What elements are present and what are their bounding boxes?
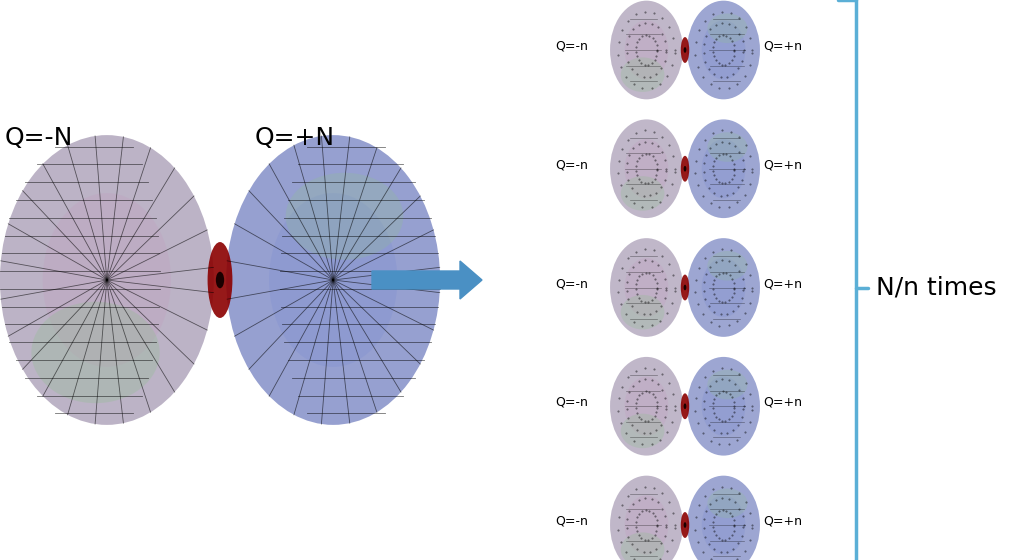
Text: Q=-n: Q=-n: [555, 515, 587, 528]
Ellipse shape: [701, 258, 745, 317]
Ellipse shape: [684, 47, 687, 53]
Ellipse shape: [215, 272, 224, 288]
Ellipse shape: [31, 302, 160, 403]
Ellipse shape: [681, 37, 689, 63]
Text: Q=+N: Q=+N: [255, 126, 335, 150]
Ellipse shape: [708, 488, 747, 518]
Ellipse shape: [701, 20, 745, 80]
Ellipse shape: [708, 370, 747, 399]
Ellipse shape: [681, 393, 689, 419]
Text: Q=+n: Q=+n: [762, 515, 802, 528]
Ellipse shape: [684, 166, 687, 171]
Ellipse shape: [0, 135, 213, 425]
FancyArrow shape: [372, 261, 482, 299]
Text: N/n times: N/n times: [876, 276, 997, 300]
Ellipse shape: [708, 132, 747, 162]
Ellipse shape: [625, 496, 668, 554]
Ellipse shape: [625, 139, 668, 198]
Ellipse shape: [625, 377, 668, 436]
Ellipse shape: [687, 475, 760, 560]
Ellipse shape: [610, 475, 683, 560]
Ellipse shape: [625, 258, 668, 317]
Text: Q=-n: Q=-n: [555, 158, 587, 171]
Ellipse shape: [621, 295, 664, 329]
Ellipse shape: [687, 238, 760, 337]
Ellipse shape: [701, 496, 745, 554]
Ellipse shape: [687, 1, 760, 99]
Ellipse shape: [684, 284, 687, 290]
Text: Q=-n: Q=-n: [555, 396, 587, 409]
Ellipse shape: [701, 139, 745, 198]
Text: Q=+n: Q=+n: [762, 396, 802, 409]
Ellipse shape: [610, 1, 683, 99]
Text: Q=-N: Q=-N: [5, 126, 74, 150]
Text: Q=-n: Q=-n: [555, 277, 587, 290]
Ellipse shape: [681, 512, 689, 538]
Ellipse shape: [621, 414, 664, 448]
Text: Q=+n: Q=+n: [762, 158, 802, 171]
Ellipse shape: [625, 20, 668, 80]
Ellipse shape: [610, 357, 683, 456]
Ellipse shape: [708, 251, 747, 281]
Ellipse shape: [684, 403, 687, 409]
Ellipse shape: [687, 357, 760, 456]
Ellipse shape: [226, 135, 440, 425]
Ellipse shape: [708, 13, 747, 43]
Text: Q=+n: Q=+n: [762, 277, 802, 290]
Ellipse shape: [207, 242, 232, 318]
Ellipse shape: [687, 119, 760, 218]
Ellipse shape: [286, 173, 403, 260]
Ellipse shape: [621, 58, 664, 92]
Ellipse shape: [681, 274, 689, 300]
Text: Q=-n: Q=-n: [555, 40, 587, 53]
Ellipse shape: [681, 156, 689, 181]
Ellipse shape: [621, 533, 664, 560]
Text: Q=+n: Q=+n: [762, 40, 802, 53]
Ellipse shape: [701, 377, 745, 436]
Ellipse shape: [269, 193, 398, 367]
Ellipse shape: [42, 193, 171, 367]
Ellipse shape: [621, 176, 664, 211]
Ellipse shape: [610, 238, 683, 337]
Ellipse shape: [684, 522, 687, 528]
Ellipse shape: [610, 119, 683, 218]
